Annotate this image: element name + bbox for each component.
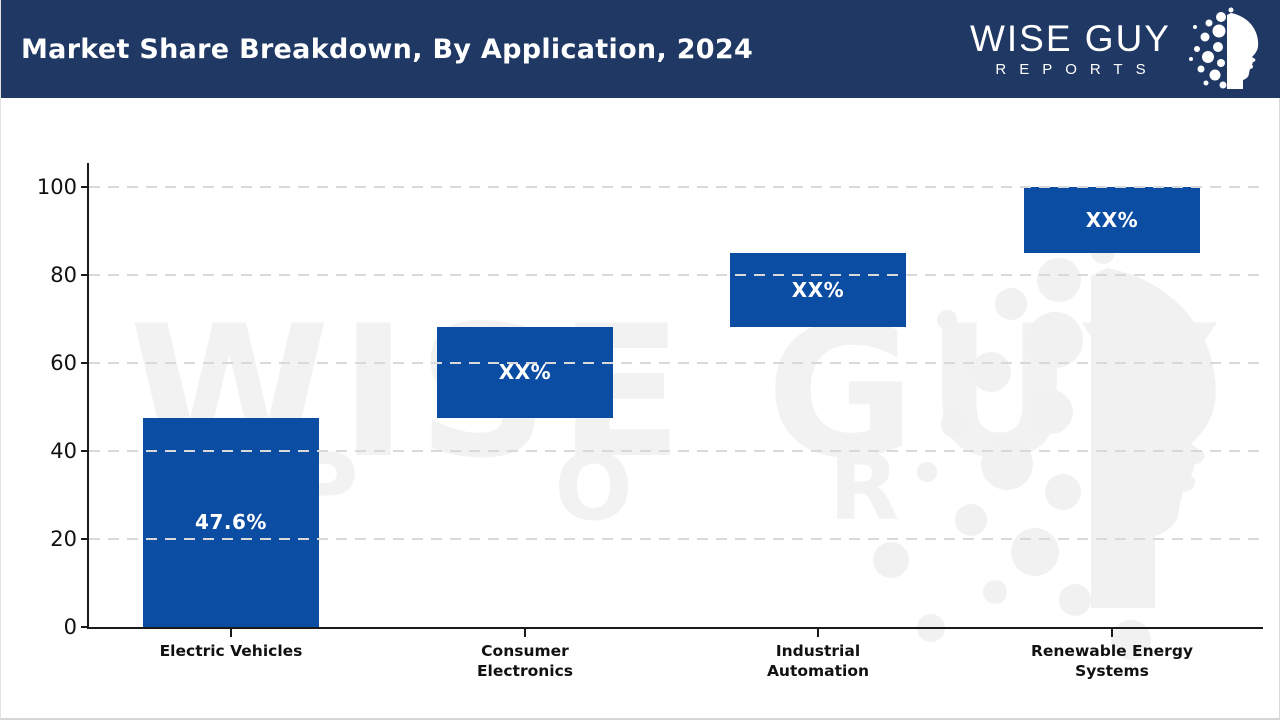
- bar-renewable-energy-systems: XX%: [1024, 187, 1200, 253]
- y-tick-label-0: 0: [63, 615, 77, 639]
- gridline-y60: [89, 362, 1263, 364]
- x-axis: [87, 627, 1263, 629]
- wiseguy-head-icon: [1189, 7, 1259, 89]
- y-tick-mark-20: [81, 538, 89, 540]
- x-category-label-industrial-automation: Industrial Automation: [766, 642, 870, 681]
- y-tick-label-60: 60: [50, 351, 77, 375]
- bar-value-label: XX%: [1085, 208, 1139, 232]
- chart-title: Market Share Breakdown, By Application, …: [21, 33, 754, 65]
- y-tick-mark-0: [81, 626, 89, 628]
- y-axis: [87, 163, 89, 629]
- wiseguy-logo: WISE GUY REPORTS: [970, 7, 1267, 91]
- header-band: Market Share Breakdown, By Application, …: [1, 0, 1280, 98]
- bar-value-label: 47.6%: [195, 510, 267, 535]
- y-tick-label-100: 100: [36, 175, 77, 199]
- gridline-y100: [89, 186, 1263, 188]
- bar-electric-vehicles: 47.6%: [143, 417, 319, 627]
- y-tick-mark-80: [81, 274, 89, 276]
- logo-subtext: REPORTS: [995, 60, 1159, 78]
- logo-wordmark: WISE GUY: [969, 18, 1171, 60]
- x-tick-mark-2: [524, 629, 526, 637]
- plot-area: WISE GUY P O R T S 02040608010047.6%XX%X…: [1, 98, 1280, 720]
- bar-consumer-electronics: XX%: [437, 326, 613, 418]
- x-category-label-electric-vehicles: Electric Vehicles: [159, 642, 303, 660]
- x-category-label-consumer-electronics: Consumer Electronics: [476, 642, 574, 681]
- gridline-y20: [89, 538, 1263, 540]
- y-tick-mark-40: [81, 450, 89, 452]
- bar-industrial-automation: XX%: [730, 253, 906, 327]
- y-tick-label-40: 40: [50, 439, 77, 463]
- y-tick-mark-60: [81, 362, 89, 364]
- logo-text: WISE GUY REPORTS: [969, 18, 1171, 78]
- bar-value-label: XX%: [498, 360, 552, 385]
- gridline-y80: [89, 274, 1263, 276]
- bar-value-label: XX%: [791, 277, 845, 302]
- watermark-head-icon: [873, 240, 1216, 660]
- gridline-y40: [89, 450, 1263, 452]
- x-tick-mark-1: [230, 629, 232, 637]
- y-tick-mark-100: [81, 186, 89, 188]
- y-tick-label-20: 20: [50, 527, 77, 551]
- x-tick-mark-3: [817, 629, 819, 637]
- x-tick-mark-4: [1111, 629, 1113, 637]
- y-tick-label-80: 80: [50, 263, 77, 287]
- x-category-label-renewable-energy-systems: Renewable Energy Systems: [1030, 642, 1194, 681]
